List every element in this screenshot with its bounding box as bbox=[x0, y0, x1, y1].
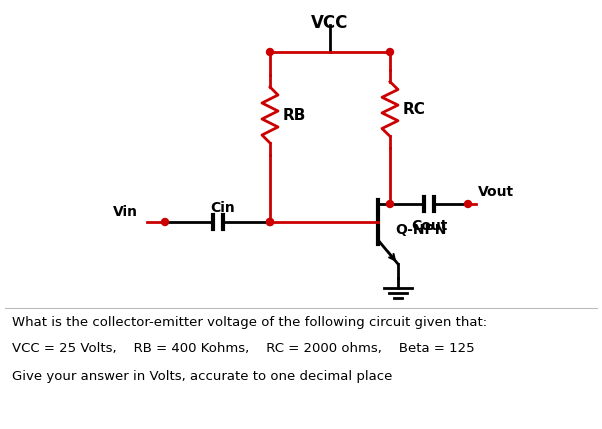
Text: Give your answer in Volts, accurate to one decimal place: Give your answer in Volts, accurate to o… bbox=[12, 370, 393, 383]
Text: VCC = 25 Volts,    RB = 400 Kohms,    RC = 2000 ohms,    Beta = 125: VCC = 25 Volts, RB = 400 Kohms, RC = 200… bbox=[12, 342, 474, 355]
Circle shape bbox=[267, 218, 273, 226]
Text: RC: RC bbox=[403, 102, 426, 117]
Text: Cout: Cout bbox=[411, 219, 447, 233]
Text: What is the collector-emitter voltage of the following circuit given that:: What is the collector-emitter voltage of… bbox=[12, 316, 487, 329]
Circle shape bbox=[386, 200, 394, 208]
Text: VCC: VCC bbox=[311, 14, 349, 32]
Text: Vin: Vin bbox=[113, 205, 138, 219]
Circle shape bbox=[465, 200, 471, 208]
Circle shape bbox=[267, 48, 273, 55]
Text: Vout: Vout bbox=[478, 185, 514, 199]
Circle shape bbox=[386, 48, 394, 55]
Circle shape bbox=[267, 218, 273, 226]
Text: RB: RB bbox=[283, 108, 306, 123]
Circle shape bbox=[161, 218, 169, 226]
Text: Cin: Cin bbox=[210, 201, 235, 215]
Text: Q-NPN: Q-NPN bbox=[395, 223, 446, 237]
